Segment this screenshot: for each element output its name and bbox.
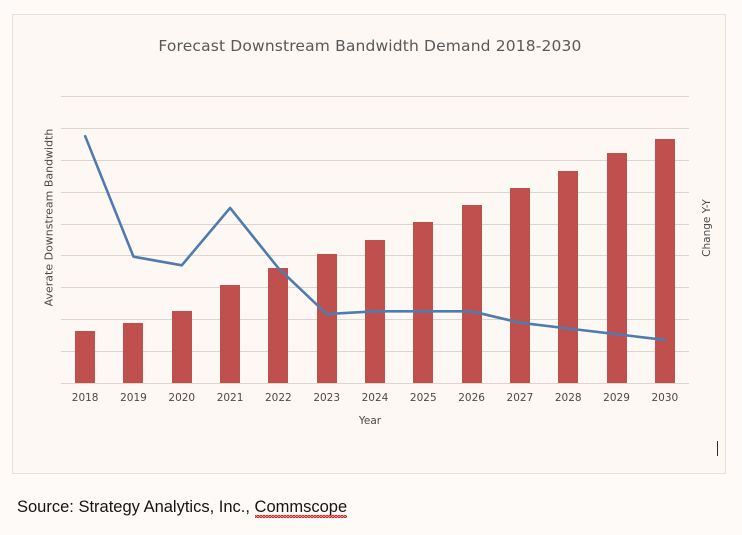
- x-axis-tick-label: 2030: [651, 392, 679, 404]
- bar: [123, 322, 144, 383]
- x-axis-tick-label: 2028: [554, 392, 582, 404]
- bar: [220, 285, 241, 383]
- y-axis-right-title: Change Y-Y: [701, 199, 713, 257]
- chart-title: Forecast Downstream Bandwidth Demand 201…: [158, 37, 582, 55]
- bar: [654, 139, 675, 383]
- x-axis-title: Year: [358, 415, 382, 427]
- x-axis-tick-label: 2019: [120, 392, 147, 404]
- gridline: [61, 192, 689, 193]
- bar: [268, 268, 289, 383]
- x-axis-tick-label: 2023: [313, 392, 341, 404]
- bar: [509, 187, 530, 383]
- source-note-prefix: Source: Strategy Analytics, Inc.,: [17, 498, 255, 516]
- y-axis-left-title: Averate Downstream Bandwidth: [42, 128, 56, 307]
- x-axis-tick-label: 2021: [216, 392, 244, 404]
- plot-area: [61, 96, 689, 384]
- x-axis-tick-label: 2029: [603, 392, 630, 404]
- source-note: Source: Strategy Analytics, Inc., Commsc…: [17, 498, 348, 518]
- bar: [461, 205, 482, 383]
- bar: [606, 153, 627, 383]
- bar: [365, 239, 385, 383]
- x-axis-tick-label: 2018: [71, 392, 99, 404]
- gridline: [61, 224, 689, 225]
- bar: [75, 331, 96, 383]
- chart-card[interactable]: Forecast Downstream Bandwidth Demand 201…: [12, 14, 726, 474]
- x-axis-tick-label: 2026: [458, 392, 485, 404]
- gridline: [61, 128, 689, 129]
- gridline: [61, 96, 689, 97]
- x-axis-tick-label: 2027: [506, 392, 534, 404]
- x-axis-tick-label: 2020: [168, 392, 196, 404]
- bar: [171, 311, 192, 383]
- bar: [413, 222, 434, 383]
- x-axis-tick-label: 2022: [265, 392, 292, 404]
- gridline: [61, 160, 689, 161]
- gridline: [61, 383, 689, 384]
- text-cursor-caret: [717, 441, 718, 456]
- x-axis-tick-label: 2025: [409, 392, 437, 404]
- x-axis-tick-label: 2024: [361, 392, 389, 404]
- source-note-misspelled-word: Commscope: [254, 498, 348, 518]
- bar: [558, 170, 579, 383]
- bar: [316, 253, 337, 383]
